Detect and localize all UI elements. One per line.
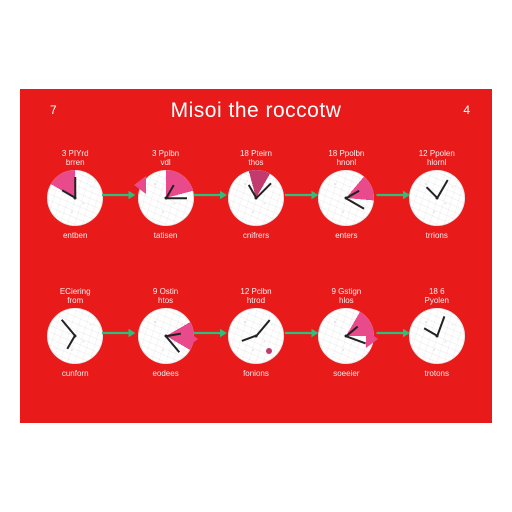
clock-cell: ECiering from cunforn <box>32 287 118 378</box>
cell-top-label: 12 Pclbn htrod <box>240 287 271 305</box>
clock-cell: 18 6 Pyolen trotons <box>394 287 480 378</box>
cell-bottom-label: cnifrers <box>243 231 269 240</box>
clock-cell: 18 Pteirn thos cnifrers <box>213 149 299 240</box>
clock <box>409 170 465 226</box>
cell-bottom-label: trotons <box>425 369 449 378</box>
clock-cell: 3 PIYrd brren entben <box>32 149 118 240</box>
cell-bottom-label: tatisen <box>154 231 178 240</box>
accent-triangle <box>366 330 378 348</box>
cell-top-label: 3 Pplbn vdl <box>152 149 179 167</box>
accent-dot <box>266 348 272 354</box>
clock <box>318 170 374 226</box>
side-number-left: 7 <box>50 103 57 117</box>
minute-hand <box>166 197 187 199</box>
clock-cell: 18 Ppolbn hnonl enters <box>303 149 389 240</box>
cell-bottom-label: enters <box>335 231 357 240</box>
clock <box>228 308 284 364</box>
cell-top-label: ECiering from <box>60 287 91 305</box>
cell-top-label: 9 Ostin htos <box>153 287 178 305</box>
title: Misoi the roccotw <box>20 99 492 123</box>
clock <box>138 308 194 364</box>
side-number-right: 4 <box>463 103 470 117</box>
minute-hand <box>74 177 76 198</box>
clock <box>318 308 374 364</box>
clock-cell: 12 Ppolen hlornl trrions <box>394 149 480 240</box>
cell-top-label: 12 Ppolen hlornl <box>419 149 455 167</box>
cell-top-label: 18 6 Pyolen <box>425 287 449 305</box>
clock <box>47 170 103 226</box>
clock <box>138 170 194 226</box>
cell-bottom-label: eodees <box>152 369 178 378</box>
cell-bottom-label: cunforn <box>62 369 89 378</box>
clock-cell: 9 Gstign hlos soeeier <box>303 287 389 378</box>
clock-row-2: ECiering from cunforn 9 Ostin htos eodees 12… <box>20 287 492 378</box>
accent-triangle <box>134 176 146 194</box>
cell-top-label: 18 Pteirn thos <box>240 149 272 167</box>
cell-bottom-label: trrions <box>426 231 448 240</box>
accent-triangle <box>186 330 198 348</box>
clock <box>47 308 103 364</box>
cell-top-label: 9 Gstign hlos <box>331 287 361 305</box>
cell-bottom-label: entben <box>63 231 87 240</box>
cell-bottom-label: fonions <box>243 369 269 378</box>
clock-row-1: 3 PIYrd brren entben 3 Pplbn vdl tatisen 18 … <box>20 149 492 240</box>
red-panel: Misoi the roccotw 7 4 3 PIYrd brren entbe… <box>20 89 492 423</box>
clock <box>228 170 284 226</box>
cell-top-label: 18 Ppolbn hnonl <box>328 149 364 167</box>
clock <box>409 308 465 364</box>
clock-cell: 12 Pclbn htrod fonions <box>213 287 299 378</box>
clock-cell: 9 Ostin htos eodees <box>123 287 209 378</box>
clock-cell: 3 Pplbn vdl tatisen <box>123 149 209 240</box>
outer-canvas: Misoi the roccotw 7 4 3 PIYrd brren entbe… <box>0 0 512 512</box>
cell-bottom-label: soeeier <box>333 369 359 378</box>
cell-top-label: 3 PIYrd brren <box>62 149 89 167</box>
